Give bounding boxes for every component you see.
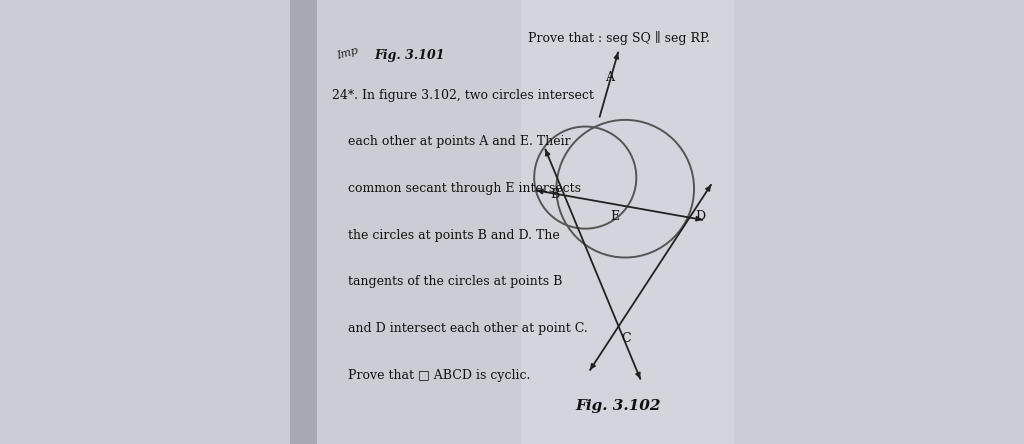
FancyBboxPatch shape <box>521 0 734 444</box>
Text: Imp: Imp <box>336 46 359 61</box>
Text: D: D <box>695 210 706 223</box>
Text: Prove that □ ABCD is cyclic.: Prove that □ ABCD is cyclic. <box>348 369 530 381</box>
Text: 24*. In figure 3.102, two circles intersect: 24*. In figure 3.102, two circles inters… <box>332 89 594 102</box>
FancyBboxPatch shape <box>290 0 316 444</box>
Text: A: A <box>605 71 613 84</box>
Text: each other at points A and E. Their: each other at points A and E. Their <box>348 135 570 148</box>
Text: Prove that : seg SQ ∥ seg RP.: Prove that : seg SQ ∥ seg RP. <box>527 31 710 45</box>
Text: E: E <box>610 210 620 222</box>
Text: Fig. 3.101: Fig. 3.101 <box>375 49 445 62</box>
Text: Fig. 3.102: Fig. 3.102 <box>575 399 662 413</box>
Text: and D intersect each other at point C.: and D intersect each other at point C. <box>348 322 588 335</box>
Text: the circles at points B and D. The: the circles at points B and D. The <box>348 229 559 242</box>
Text: C: C <box>621 332 631 345</box>
Text: tangents of the circles at points B: tangents of the circles at points B <box>348 275 562 288</box>
Text: B: B <box>550 187 559 201</box>
Text: common secant through E intersects: common secant through E intersects <box>348 182 581 195</box>
